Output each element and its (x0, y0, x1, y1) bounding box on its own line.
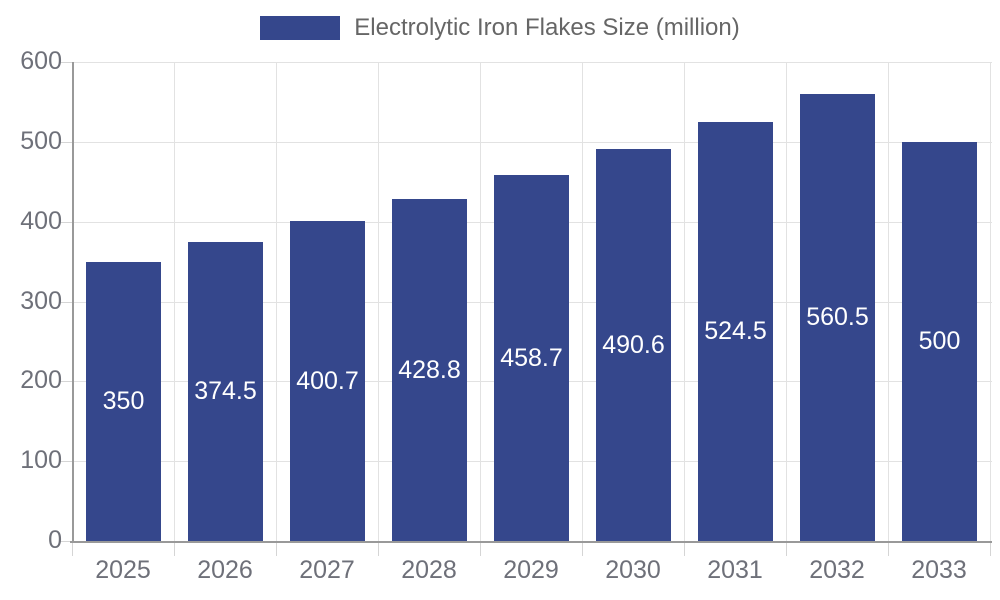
bar-value-label: 560.5 (806, 303, 869, 331)
bar[interactable]: 350 (86, 262, 161, 541)
x-axis-tick-label: 2033 (911, 556, 967, 584)
legend-swatch (260, 16, 341, 40)
x-axis-tick-mark (480, 543, 481, 556)
y-axis-tick-mark (60, 142, 72, 143)
x-axis-tick-mark (582, 543, 583, 556)
y-axis-tick-label: 500 (20, 127, 62, 155)
x-axis-tick-label: 2031 (707, 556, 763, 584)
y-axis-tick-label: 300 (20, 287, 62, 315)
bar[interactable]: 560.5 (800, 94, 875, 541)
bar-value-label: 490.6 (602, 330, 665, 359)
y-axis-tick-mark (60, 302, 72, 303)
gridline-vertical (888, 62, 889, 541)
y-axis-tick-mark (60, 461, 72, 462)
x-axis-tick-mark (684, 543, 685, 556)
x-axis-tick-label: 2028 (401, 556, 457, 584)
gridline-vertical (990, 62, 991, 541)
x-axis-tick-mark (174, 543, 175, 556)
y-axis-tick-mark (60, 222, 72, 223)
y-axis-tick-label: 400 (20, 207, 62, 235)
bar[interactable]: 500 (902, 142, 977, 541)
y-axis-tick-mark (60, 381, 72, 382)
gridline-vertical (174, 62, 175, 541)
gridline-vertical (378, 62, 379, 541)
bar[interactable]: 374.5 (188, 242, 263, 541)
x-axis-tick-label: 2030 (605, 556, 661, 584)
gridline-vertical (480, 62, 481, 541)
x-axis-tick-label: 2027 (299, 556, 355, 584)
bar-value-label: 458.7 (500, 343, 563, 372)
bar[interactable]: 490.6 (596, 149, 671, 541)
gridline-vertical (786, 62, 787, 541)
gridline-horizontal (72, 62, 992, 63)
y-axis-tick-label: 200 (20, 366, 62, 394)
legend-label: Electrolytic Iron Flakes Size (million) (354, 14, 740, 41)
gridline-vertical (684, 62, 685, 541)
axis-line-y (72, 62, 74, 541)
x-axis-tick-mark (276, 543, 277, 556)
y-axis-tick-label: 100 (20, 446, 62, 474)
bar[interactable]: 458.7 (494, 175, 569, 541)
y-axis-tick-mark (60, 62, 72, 63)
legend[interactable]: Electrolytic Iron Flakes Size (million) (0, 14, 1000, 42)
x-axis-tick-mark (786, 543, 787, 556)
y-axis-tick-label: 0 (48, 526, 62, 554)
bar-value-label: 374.5 (194, 377, 257, 405)
x-axis-tick-mark (990, 543, 991, 556)
bar-value-label: 500 (918, 327, 961, 355)
gridline-horizontal (72, 142, 992, 143)
bar[interactable]: 524.5 (698, 122, 773, 541)
axis-line-x (70, 541, 992, 543)
x-axis-tick-mark (888, 543, 889, 556)
bar-value-label: 400.7 (296, 366, 359, 395)
y-axis-tick-label: 600 (20, 47, 62, 75)
x-axis-tick-label: 2032 (809, 556, 865, 584)
x-axis-tick-mark (72, 543, 73, 556)
y-axis-tick-mark (60, 541, 72, 542)
gridline-vertical (582, 62, 583, 541)
x-axis-tick-label: 2026 (197, 556, 253, 584)
bar-value-label: 350 (102, 387, 145, 415)
bar[interactable]: 400.7 (290, 221, 365, 541)
gridline-vertical (276, 62, 277, 541)
bar[interactable]: 428.8 (392, 199, 467, 541)
bar-value-label: 524.5 (704, 317, 767, 345)
x-axis-tick-label: 2025 (95, 556, 151, 584)
x-axis-tick-mark (378, 543, 379, 556)
bar-value-label: 428.8 (398, 355, 461, 384)
x-axis-tick-label: 2029 (503, 556, 559, 584)
